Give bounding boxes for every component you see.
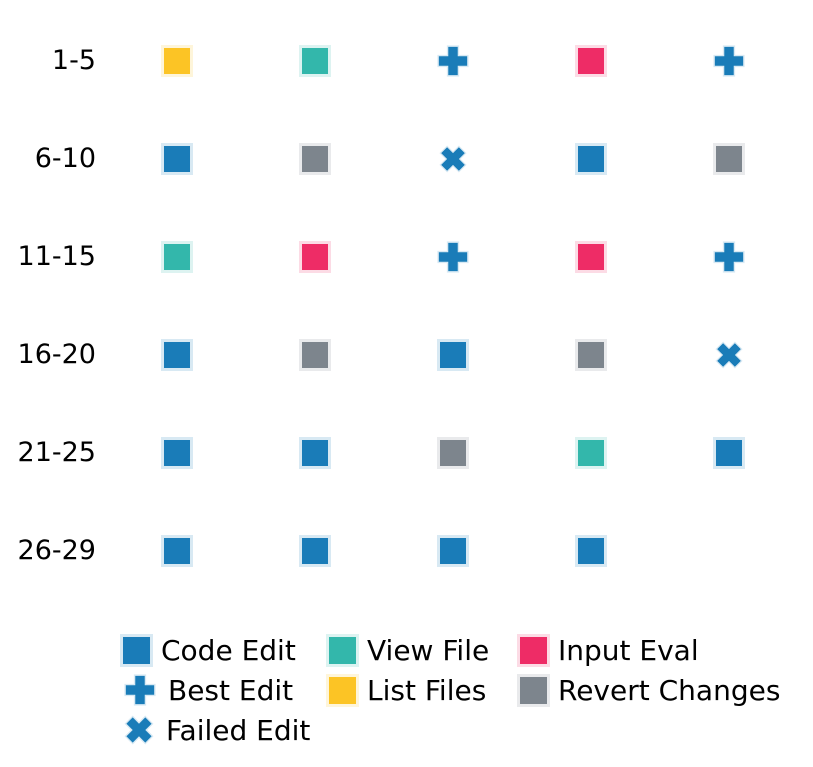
square-icon	[578, 538, 604, 564]
legend-item-failed-edit: Failed Edit	[123, 714, 329, 747]
square-icon	[440, 342, 466, 368]
legend-swatch-list-files	[329, 676, 356, 704]
legend: Code Edit View File Input Eval Best Edit Lis…	[123, 630, 780, 750]
square-icon	[302, 440, 328, 466]
marker-input-eval	[578, 48, 604, 74]
marker-code-edit	[578, 146, 604, 172]
square-icon	[164, 244, 190, 270]
legend-item-view-file: View File	[329, 634, 520, 667]
square-icon	[329, 636, 356, 664]
row-label: 11-15	[17, 241, 96, 272]
marker-best-edit	[712, 240, 746, 274]
marker-input-eval	[578, 244, 604, 270]
row-label: 21-25	[17, 437, 96, 468]
row-label: 6-10	[34, 143, 96, 174]
marker-code-edit	[440, 538, 466, 564]
legend-item-best-edit: Best Edit	[123, 673, 329, 707]
square-icon	[302, 342, 328, 368]
x-icon	[124, 715, 154, 745]
square-icon	[164, 146, 190, 172]
square-icon	[123, 636, 150, 664]
marker-view-file	[302, 48, 328, 74]
legend-item-revert-changes: Revert Changes	[520, 674, 780, 707]
square-icon	[578, 48, 604, 74]
plus-icon	[124, 674, 156, 706]
marker-best-edit	[436, 240, 470, 274]
marker-code-edit	[164, 146, 190, 172]
legend-label: View File	[367, 633, 490, 667]
marker-code-edit	[716, 440, 742, 466]
marker-revert-changes	[302, 146, 328, 172]
square-icon	[164, 440, 190, 466]
x-icon	[439, 145, 467, 173]
legend-label: Code Edit	[161, 633, 296, 667]
marker-revert-changes	[302, 342, 328, 368]
square-icon	[302, 146, 328, 172]
square-icon	[716, 440, 742, 466]
square-icon	[578, 342, 604, 368]
marker-code-edit	[440, 342, 466, 368]
legend-swatch-view-file	[329, 636, 356, 664]
plus-icon	[713, 241, 745, 273]
row-label: 1-5	[51, 45, 96, 76]
square-icon	[164, 48, 190, 74]
square-icon	[329, 676, 356, 704]
marker-failed-edit	[714, 340, 744, 370]
legend-swatch-input-eval	[520, 636, 547, 664]
legend-label: List Files	[367, 673, 487, 707]
legend-item-list-files: List Files	[329, 674, 520, 707]
legend-swatch-best-edit	[123, 673, 157, 707]
marker-code-edit	[164, 440, 190, 466]
square-icon	[578, 146, 604, 172]
plus-icon	[437, 45, 469, 77]
marker-input-eval	[302, 244, 328, 270]
square-icon	[716, 146, 742, 172]
row-label: 26-29	[17, 535, 96, 566]
legend-item-input-eval: Input Eval	[520, 634, 780, 667]
square-icon	[164, 538, 190, 564]
marker-code-edit	[302, 440, 328, 466]
square-icon	[520, 636, 547, 664]
marker-best-edit	[436, 44, 470, 78]
legend-swatch-failed-edit	[123, 714, 155, 746]
legend-label: Failed Edit	[166, 713, 311, 747]
marker-code-edit	[578, 538, 604, 564]
legend-label: Best Edit	[168, 673, 294, 707]
square-icon	[578, 440, 604, 466]
legend-label: Input Eval	[558, 633, 699, 667]
x-icon	[715, 341, 743, 369]
legend-label: Revert Changes	[558, 673, 781, 707]
marker-revert-changes	[716, 146, 742, 172]
square-icon	[578, 244, 604, 270]
marker-code-edit	[302, 538, 328, 564]
marker-code-edit	[164, 538, 190, 564]
square-icon	[302, 48, 328, 74]
square-icon	[520, 676, 547, 704]
square-icon	[302, 538, 328, 564]
marker-revert-changes	[440, 440, 466, 466]
marker-best-edit	[712, 44, 746, 78]
marker-code-edit	[164, 342, 190, 368]
legend-item-code-edit: Code Edit	[123, 634, 329, 667]
square-icon	[440, 440, 466, 466]
square-icon	[440, 538, 466, 564]
row-label: 16-20	[17, 339, 96, 370]
marker-revert-changes	[578, 342, 604, 368]
plus-icon	[437, 241, 469, 273]
marker-view-file	[578, 440, 604, 466]
legend-swatch-code-edit	[123, 636, 150, 664]
marker-list-files	[164, 48, 190, 74]
marker-view-file	[164, 244, 190, 270]
square-icon	[164, 342, 190, 368]
marker-failed-edit	[438, 144, 468, 174]
square-icon	[302, 244, 328, 270]
legend-swatch-revert-changes	[520, 676, 547, 704]
plus-icon	[713, 45, 745, 77]
